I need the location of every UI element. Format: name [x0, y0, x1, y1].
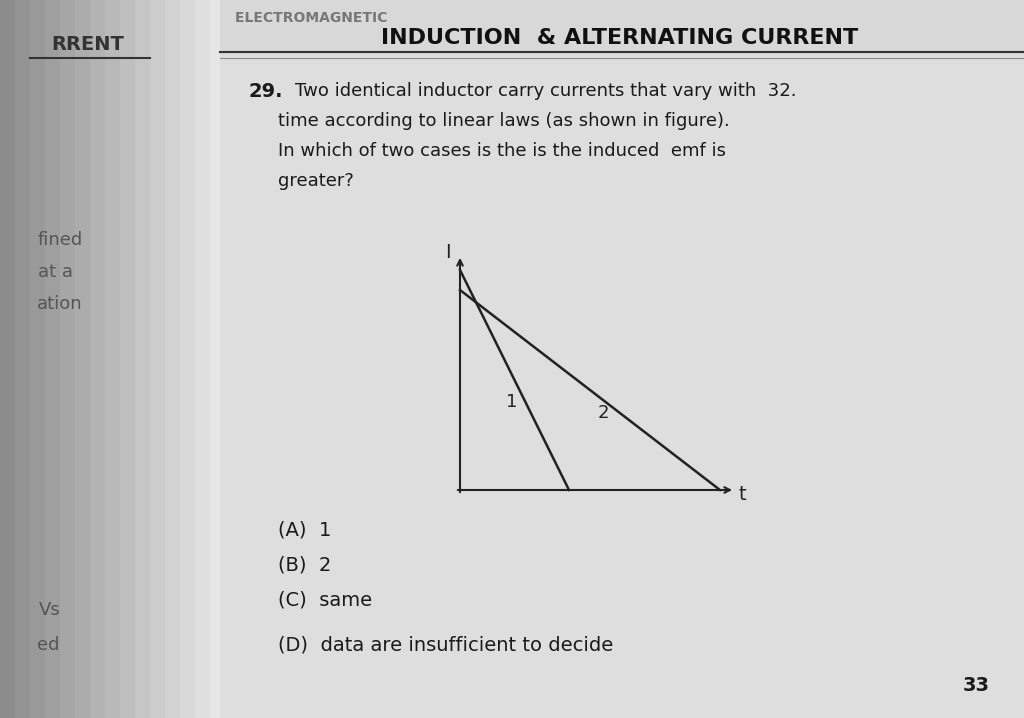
Bar	[90, 0, 105, 718]
Text: INDUCTION  & ALTERNATING CURRENT: INDUCTION & ALTERNATING CURRENT	[381, 28, 859, 48]
Bar	[135, 0, 150, 718]
Bar	[220, 0, 1024, 718]
Bar	[0, 0, 15, 718]
Text: In which of two cases is the is the induced  emf is: In which of two cases is the is the indu…	[278, 142, 726, 160]
Text: ation: ation	[37, 295, 83, 313]
Text: (B)  2: (B) 2	[278, 556, 332, 574]
Text: time according to linear laws (as shown in figure).: time according to linear laws (as shown …	[278, 112, 730, 130]
Text: ed: ed	[37, 636, 59, 654]
Text: (C)  same: (C) same	[278, 590, 372, 610]
Text: greater?: greater?	[278, 172, 354, 190]
Bar	[165, 0, 180, 718]
Bar	[45, 0, 60, 718]
Bar	[30, 0, 45, 718]
Text: 1: 1	[506, 393, 518, 411]
Text: t: t	[738, 485, 745, 505]
Bar	[150, 0, 165, 718]
Text: ELECTROMAGNETIC: ELECTROMAGNETIC	[234, 11, 392, 25]
Bar	[75, 0, 90, 718]
Bar	[210, 0, 225, 718]
Bar	[15, 0, 30, 718]
Text: 33: 33	[963, 676, 990, 695]
Text: Two identical inductor carry currents that vary with  32.: Two identical inductor carry currents th…	[295, 82, 797, 100]
Bar	[105, 0, 120, 718]
Text: RRENT: RRENT	[51, 35, 125, 55]
Text: 2: 2	[597, 404, 608, 422]
Bar	[180, 0, 195, 718]
Bar	[120, 0, 135, 718]
Bar	[60, 0, 75, 718]
Text: at a: at a	[38, 263, 73, 281]
Bar	[220, 0, 1024, 55]
Text: Vs: Vs	[39, 601, 60, 619]
Text: (A)  1: (A) 1	[278, 521, 332, 539]
Text: I: I	[445, 243, 451, 261]
Text: 29.: 29.	[248, 82, 283, 101]
Bar	[195, 0, 210, 718]
FancyBboxPatch shape	[130, 0, 1024, 718]
Text: fined: fined	[37, 231, 83, 249]
Text: (D)  data are insufficient to decide: (D) data are insufficient to decide	[278, 635, 613, 655]
